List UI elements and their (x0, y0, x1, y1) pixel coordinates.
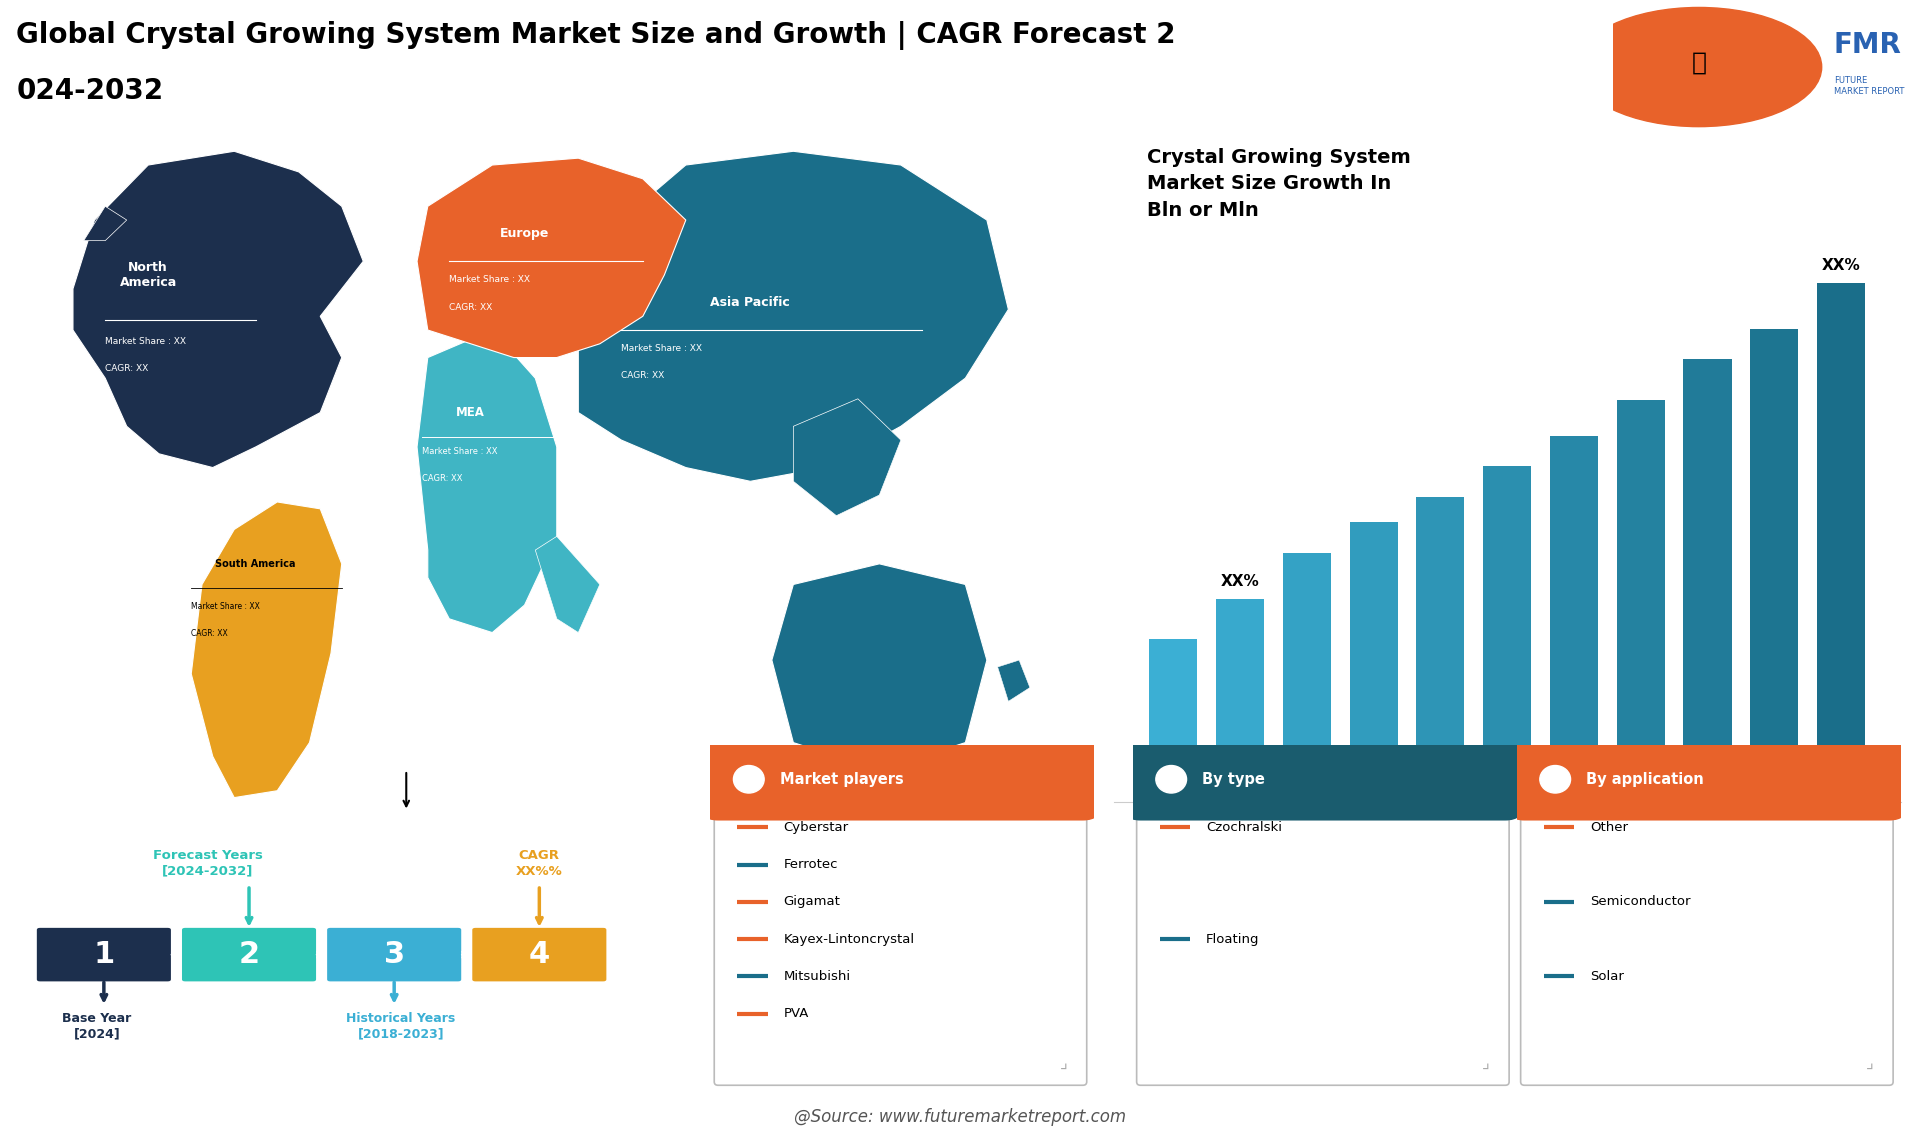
Text: 4: 4 (528, 940, 549, 970)
Text: Kayex-Lintoncrystal: Kayex-Lintoncrystal (783, 933, 914, 945)
Text: CAGR
XX%%: CAGR XX%% (516, 849, 563, 878)
Text: Europe: Europe (499, 227, 549, 241)
Polygon shape (417, 330, 557, 633)
Bar (1350, 523, 1398, 802)
Text: CAGR: XX: CAGR: XX (422, 474, 463, 484)
Text: XX%: XX% (1822, 258, 1860, 273)
Polygon shape (73, 151, 363, 468)
FancyBboxPatch shape (1121, 738, 1524, 821)
Polygon shape (998, 660, 1029, 701)
Bar (1549, 435, 1597, 802)
Bar (1617, 400, 1665, 802)
Text: Asia Pacific: Asia Pacific (710, 296, 791, 309)
Text: Base Year
[2024]: Base Year [2024] (61, 1012, 132, 1041)
Text: Czochralski: Czochralski (1206, 821, 1283, 834)
Bar (1215, 598, 1263, 802)
Text: CAGR: XX: CAGR: XX (106, 364, 148, 374)
Text: 024-2032: 024-2032 (15, 77, 163, 104)
Text: Historical Years
[2018-2023]: Historical Years [2018-2023] (346, 1012, 455, 1041)
FancyBboxPatch shape (36, 927, 173, 982)
Bar (1816, 283, 1864, 802)
Bar (1417, 496, 1465, 802)
Text: CAGR: XX: CAGR: XX (622, 371, 664, 380)
FancyBboxPatch shape (470, 927, 607, 982)
Text: 🔍: 🔍 (1692, 50, 1707, 74)
Text: By type: By type (1202, 771, 1265, 787)
Text: CAGR: XX: CAGR: XX (192, 629, 228, 638)
FancyBboxPatch shape (1521, 803, 1893, 1085)
Text: XX%: XX% (1221, 574, 1260, 589)
Text: PVA: PVA (783, 1007, 808, 1020)
Text: ⌟: ⌟ (1482, 1053, 1490, 1072)
FancyBboxPatch shape (714, 803, 1087, 1085)
Circle shape (733, 766, 764, 793)
Bar (1482, 466, 1532, 802)
Text: 3: 3 (384, 940, 405, 970)
Text: 2: 2 (238, 940, 259, 970)
Text: Ferrotec: Ferrotec (783, 858, 837, 871)
Text: Crystal Growing System
Market Size Growth In
Bln or Mln: Crystal Growing System Market Size Growt… (1146, 148, 1411, 220)
FancyBboxPatch shape (1137, 803, 1509, 1085)
Text: Market Share : XX: Market Share : XX (449, 275, 530, 284)
Bar (1751, 329, 1799, 802)
Text: Market Share : XX: Market Share : XX (106, 337, 186, 346)
Text: South America: South America (215, 559, 296, 568)
Text: Semiconductor: Semiconductor (1590, 895, 1690, 909)
Text: Market Share : XX: Market Share : XX (422, 447, 497, 456)
Circle shape (1576, 7, 1822, 126)
Text: Solar: Solar (1590, 970, 1624, 983)
Text: FMR: FMR (1834, 31, 1903, 58)
Text: 1: 1 (94, 940, 115, 970)
Text: North
America: North America (119, 261, 177, 289)
Polygon shape (793, 399, 900, 516)
FancyBboxPatch shape (1505, 738, 1908, 821)
FancyBboxPatch shape (180, 927, 317, 982)
Text: Forecast Years
[2024-2032]: Forecast Years [2024-2032] (152, 849, 263, 878)
Text: By application: By application (1586, 771, 1703, 787)
Text: Other: Other (1590, 821, 1628, 834)
Bar (1150, 639, 1198, 802)
Text: ⌟: ⌟ (1866, 1053, 1874, 1072)
Polygon shape (84, 206, 127, 241)
Polygon shape (417, 158, 685, 358)
Text: Market Share : XX: Market Share : XX (192, 602, 259, 611)
Polygon shape (578, 151, 1008, 481)
Text: @Source: www.futuremarketreport.com: @Source: www.futuremarketreport.com (795, 1108, 1125, 1127)
Polygon shape (536, 536, 599, 633)
Polygon shape (772, 564, 987, 770)
Text: Global Crystal Growing System Market Size and Growth | CAGR Forecast 2: Global Crystal Growing System Market Siz… (15, 21, 1175, 49)
FancyBboxPatch shape (326, 927, 463, 982)
Text: MEA: MEA (457, 406, 486, 419)
Circle shape (1156, 766, 1187, 793)
Polygon shape (192, 502, 342, 798)
Text: Floating: Floating (1206, 933, 1260, 945)
FancyBboxPatch shape (699, 738, 1102, 821)
Bar (1283, 552, 1331, 802)
Text: Market players: Market players (780, 771, 902, 787)
Text: Gigamat: Gigamat (783, 895, 841, 909)
Text: ⌟: ⌟ (1060, 1053, 1068, 1072)
Bar (1684, 360, 1732, 802)
Text: FUTURE
MARKET REPORT: FUTURE MARKET REPORT (1834, 77, 1905, 96)
Text: Cyberstar: Cyberstar (783, 821, 849, 834)
Text: Mitsubishi: Mitsubishi (783, 970, 851, 983)
Text: Market Share : XX: Market Share : XX (622, 344, 703, 353)
Circle shape (1540, 766, 1571, 793)
Text: CAGR: XX: CAGR: XX (449, 303, 493, 312)
